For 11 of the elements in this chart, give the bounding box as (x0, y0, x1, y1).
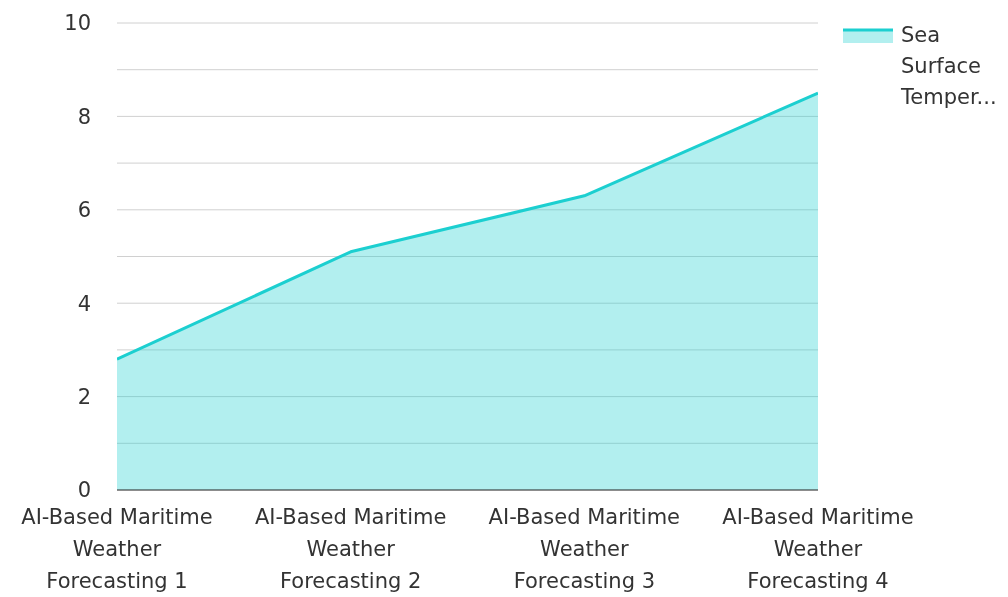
y-tick-label: 4 (77, 291, 91, 316)
x-tick-label: AI-Based Maritime Weather Forecasting 2 (254, 505, 447, 593)
legend-label: Sea Surface Temper... (901, 22, 998, 111)
y-tick-label: 0 (77, 478, 91, 503)
x-tick-label: AI-Based Maritime Weather Forecasting 3 (488, 505, 681, 593)
x-tick-label: AI-Based Maritime Weather Forecasting 1 (21, 505, 213, 593)
y-tick-label: 2 (77, 385, 91, 410)
y-tick-label: 6 (77, 198, 91, 223)
x-tick-label: AI-Based Maritime Weather Forecasting 4 (722, 505, 914, 593)
y-tick-label: 8 (77, 104, 91, 129)
y-tick-label: 10 (64, 11, 91, 36)
